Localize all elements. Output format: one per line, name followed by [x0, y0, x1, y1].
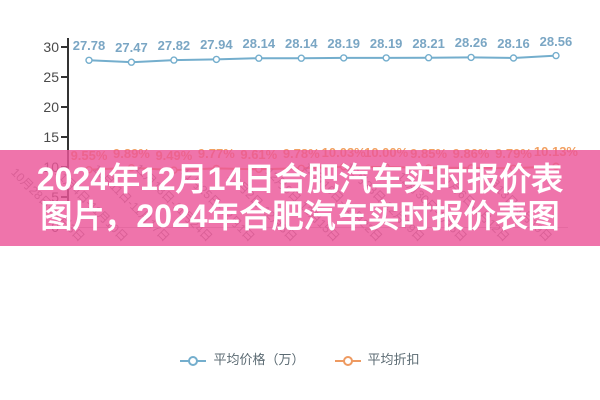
legend-line-marker-icon: [334, 355, 361, 366]
legend-line-marker-icon: [180, 355, 207, 366]
chart-legend: 平均价格（万） 平均折扣: [0, 352, 600, 368]
data-point-label: 27.78: [72, 38, 106, 54]
data-point-marker[interactable]: [85, 56, 93, 64]
data-point-label: 28.14: [284, 36, 318, 52]
data-point-label: 28.21: [412, 35, 445, 51]
y-axis-tick: [61, 76, 67, 78]
data-point-label: 28.19: [369, 35, 403, 51]
legend-label: 平均价格（万）: [213, 352, 305, 367]
data-point-marker[interactable]: [467, 53, 475, 62]
data-point-label: 28.19: [327, 35, 360, 51]
y-axis-tick: [61, 106, 67, 108]
data-point-marker[interactable]: [127, 58, 136, 66]
y-axis-tick: [61, 46, 67, 48]
data-point-marker[interactable]: [212, 55, 221, 64]
banner-title-line2: 图片，2024年合肥汽车实时报价表图: [40, 198, 560, 234]
data-point-marker[interactable]: [340, 54, 348, 62]
data-point-label: 27.82: [157, 38, 191, 54]
y-axis-label: 25: [43, 69, 59, 85]
data-point-label: 27.94: [200, 37, 233, 53]
data-point-label: 28.56: [539, 33, 573, 49]
data-point-marker[interactable]: [255, 54, 263, 62]
data-point-marker[interactable]: [297, 54, 305, 62]
data-point-marker[interactable]: [170, 56, 178, 64]
data-point-marker[interactable]: [552, 51, 560, 60]
data-point-label: 27.47: [115, 40, 148, 56]
y-axis-tick: [61, 136, 67, 138]
y-axis-label: 20: [43, 99, 59, 115]
series-line-0: [88, 54, 557, 64]
data-point-marker[interactable]: [424, 54, 433, 62]
data-point-marker[interactable]: [382, 54, 390, 62]
legend-label: 平均折扣: [367, 352, 420, 367]
data-point-label: 28.16: [497, 36, 530, 52]
data-point-label: 28.14: [242, 36, 276, 52]
banner-title-line1: 2024年12月14日合肥汽车实时报价表: [36, 161, 564, 197]
y-axis-label: 30: [43, 39, 59, 55]
y-axis-label: 15: [43, 129, 59, 145]
legend-item-average-price[interactable]: 平均价格（万）: [180, 352, 305, 368]
title-banner-overlay: 2024年12月14日合肥汽车实时报价表 图片，2024年合肥汽车实时报价表图: [0, 150, 600, 246]
data-point-label: 28.26: [454, 35, 488, 51]
legend-item-average-discount[interactable]: 平均折扣: [334, 352, 420, 368]
data-point-marker[interactable]: [509, 54, 518, 62]
y-axis-line: [67, 38, 69, 228]
